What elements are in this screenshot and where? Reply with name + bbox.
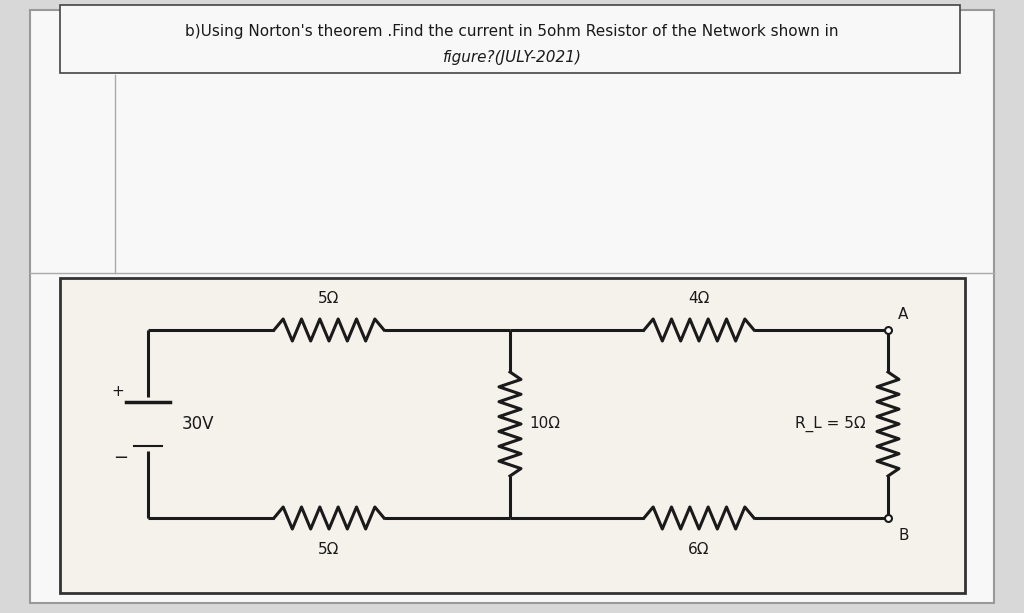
- Text: 30V: 30V: [182, 415, 214, 433]
- Text: 4Ω: 4Ω: [688, 291, 710, 306]
- Text: 6Ω: 6Ω: [688, 542, 710, 557]
- Text: −: −: [114, 449, 129, 467]
- Text: +: +: [112, 384, 124, 400]
- Text: 5Ω: 5Ω: [318, 291, 340, 306]
- Bar: [60, 5, 961, 73]
- Text: figure?(JULY-2021): figure?(JULY-2021): [442, 50, 582, 64]
- Text: R_L = 5Ω: R_L = 5Ω: [796, 416, 866, 432]
- Text: 10Ω: 10Ω: [529, 416, 560, 432]
- Text: A: A: [898, 307, 908, 322]
- Bar: [60, 278, 965, 593]
- Text: 5Ω: 5Ω: [318, 542, 340, 557]
- Text: B: B: [898, 528, 908, 543]
- Text: b)Using Norton's theorem .Find the current in 5ohm Resistor of the Network shown: b)Using Norton's theorem .Find the curre…: [185, 23, 839, 39]
